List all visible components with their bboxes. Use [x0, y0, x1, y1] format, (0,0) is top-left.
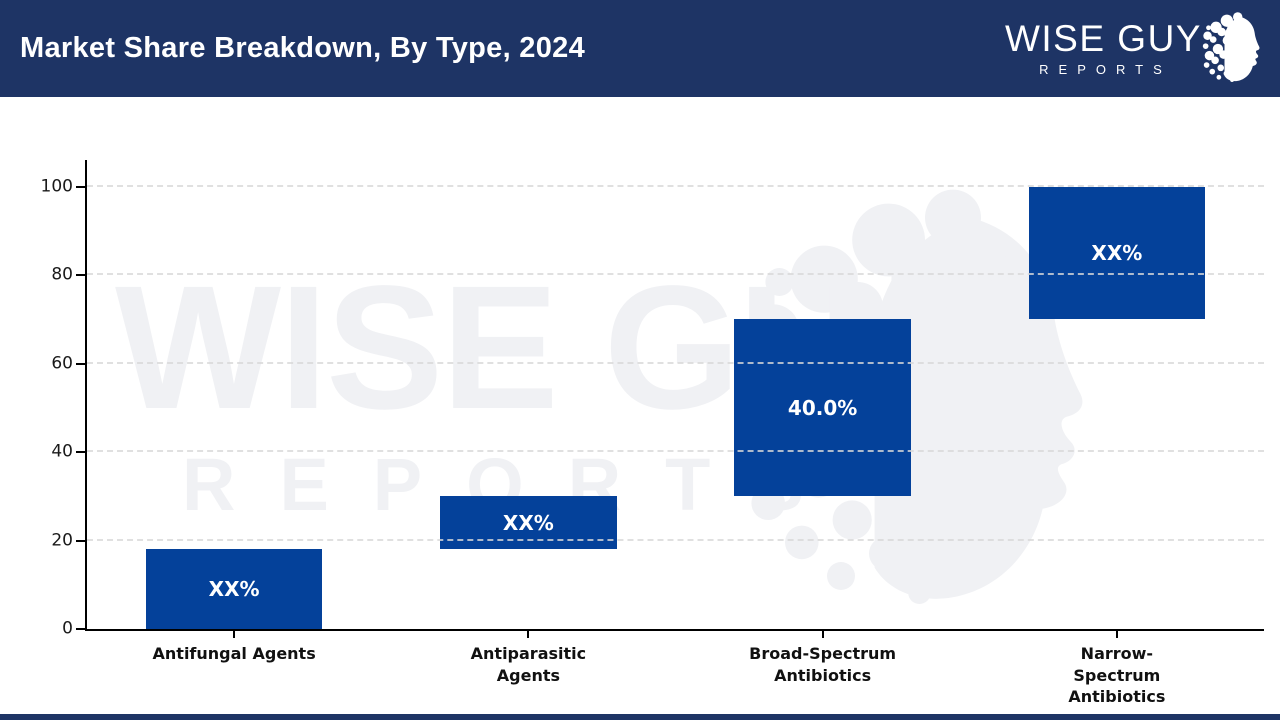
- y-tick-label-80: 80: [51, 264, 73, 285]
- y-tick-mark-20: [76, 539, 87, 542]
- logo-head-icon: [1202, 11, 1260, 82]
- x-category-label-4: Narrow-Spectrum Antibiotics: [1068, 644, 1166, 707]
- y-tick-label-60: 60: [51, 353, 73, 374]
- y-tick-mark-60: [76, 362, 87, 365]
- bar-value-label-3: 40.0%: [787, 395, 858, 420]
- bar-4: XX%: [1028, 186, 1206, 320]
- bar-value-label-2: XX%: [502, 510, 554, 535]
- header-bar: Market Share Breakdown, By Type, 2024 WI…: [0, 0, 1280, 97]
- x-tick-mark-2: [527, 631, 530, 638]
- y-tick-mark-100: [76, 185, 87, 188]
- logo-subtitle: REPORTS: [1039, 62, 1172, 77]
- y-tick-label-100: 100: [40, 176, 73, 197]
- bar-1: XX%: [145, 549, 323, 629]
- logo-wordmark: WISE GUY: [1004, 18, 1202, 59]
- bar-value-label-1: XX%: [208, 577, 260, 602]
- y-tick-mark-0: [76, 628, 87, 630]
- x-tick-mark-1: [233, 631, 236, 638]
- bar-value-label-4: XX%: [1091, 240, 1143, 265]
- footer-bar: [0, 714, 1280, 720]
- y-tick-label-0: 0: [62, 618, 73, 639]
- x-axis-labels: Antifungal Agents Antiparasitic Agents Bro…: [87, 643, 1264, 706]
- y-tick-mark-80: [76, 274, 87, 277]
- x-category-label-2: Antiparasitic Agents: [470, 644, 587, 685]
- x-category-label-3: Broad-Spectrum Antibiotics: [749, 644, 897, 685]
- page-title: Market Share Breakdown, By Type, 2024: [20, 32, 586, 64]
- x-tick-mark-4: [1115, 631, 1118, 638]
- y-tick-mark-40: [76, 451, 87, 454]
- wise-guy-logo: WISE GUY REPORTS: [1005, 11, 1266, 87]
- x-category-label-1: Antifungal Agents: [152, 644, 316, 663]
- bar-3: 40.0%: [734, 319, 911, 497]
- logo-text: WISE GUY REPORTS: [1005, 20, 1202, 77]
- bar-2: XX%: [440, 496, 617, 550]
- plot-area: WISE GU REPORTS Antifungal Agents Antipar…: [41, 160, 1264, 706]
- y-tick-label-40: 40: [51, 441, 73, 462]
- x-tick-mark-3: [821, 631, 824, 638]
- y-tick-label-20: 20: [51, 530, 73, 551]
